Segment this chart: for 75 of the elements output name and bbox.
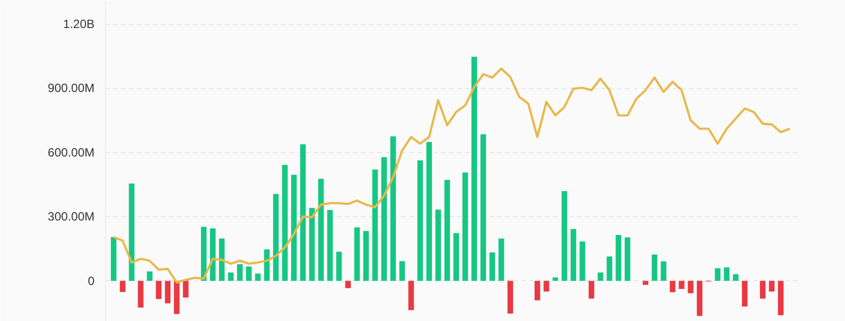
bar <box>300 144 306 281</box>
bar <box>138 280 144 308</box>
bar <box>174 280 180 314</box>
bar <box>760 280 766 299</box>
bar <box>228 272 234 281</box>
y-tick-label: 0 <box>88 274 95 288</box>
bar <box>291 174 297 281</box>
y-tick-label: 1.20B <box>63 17 94 32</box>
bar <box>606 256 612 281</box>
bar <box>580 241 586 281</box>
bar <box>435 210 441 281</box>
bar <box>678 280 684 289</box>
y-tick-label: 300.00M <box>48 210 95 224</box>
bar <box>508 280 514 314</box>
bar <box>219 238 225 281</box>
bar <box>444 180 450 281</box>
bar <box>345 280 351 288</box>
bar <box>778 280 784 316</box>
bar <box>588 280 594 299</box>
bar <box>480 134 486 281</box>
bar <box>363 230 369 281</box>
bar <box>742 280 748 307</box>
bar <box>246 266 252 281</box>
bar <box>354 227 360 281</box>
bar <box>273 194 279 281</box>
bar <box>624 237 630 281</box>
bar <box>660 261 666 281</box>
bar <box>327 210 333 281</box>
bar <box>544 280 550 292</box>
bar <box>417 160 423 281</box>
bar <box>309 208 315 281</box>
bar <box>462 172 468 281</box>
bar <box>110 237 116 281</box>
bar <box>426 142 432 281</box>
bar <box>318 178 324 281</box>
bar <box>210 228 216 281</box>
bar <box>200 226 207 281</box>
bar <box>372 170 378 281</box>
y-tick-label: 600.00M <box>48 145 95 160</box>
bar <box>336 252 342 281</box>
bar <box>768 280 775 292</box>
bar <box>616 235 622 281</box>
bar <box>182 280 189 298</box>
bar <box>408 280 414 310</box>
bar <box>453 233 459 281</box>
bar <box>696 280 702 316</box>
bar <box>282 164 288 281</box>
bar <box>146 271 152 281</box>
bar <box>552 277 558 281</box>
bar <box>128 183 134 281</box>
bar <box>390 136 396 281</box>
y-tick-label: 900.00M <box>48 81 95 96</box>
bar <box>498 238 504 281</box>
bar <box>598 272 604 281</box>
bar <box>714 268 720 281</box>
bar <box>164 280 170 304</box>
bar <box>381 157 387 281</box>
bar <box>652 254 658 281</box>
bar <box>489 252 496 281</box>
bar <box>688 280 694 294</box>
bar <box>562 191 568 281</box>
bar <box>471 56 478 281</box>
bar <box>156 280 162 300</box>
bar <box>642 280 648 285</box>
bar <box>399 261 405 281</box>
bar <box>570 229 576 281</box>
bar <box>255 274 261 281</box>
bar <box>534 280 540 300</box>
bar <box>264 249 270 281</box>
bar <box>732 274 738 281</box>
bar <box>120 280 126 292</box>
bar <box>237 264 243 281</box>
bar <box>724 267 730 281</box>
bar <box>670 280 676 292</box>
line-series <box>112 67 791 284</box>
